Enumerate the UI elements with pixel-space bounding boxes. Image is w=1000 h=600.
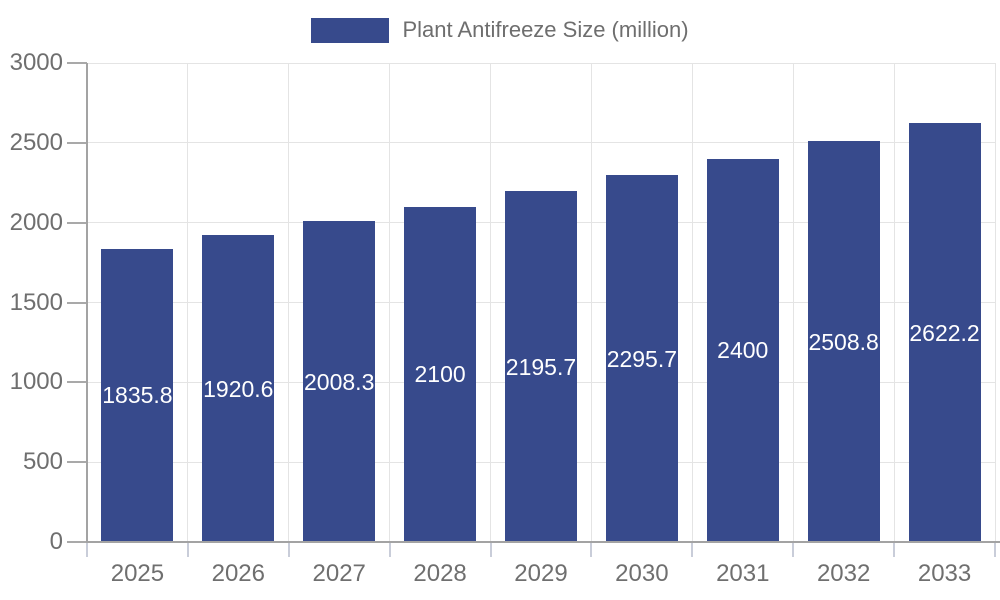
- bar-value-label: 1835.8: [102, 382, 173, 409]
- bar[interactable]: [908, 123, 981, 542]
- legend-swatch: [311, 17, 390, 43]
- gridline-vertical: [490, 63, 492, 542]
- legend[interactable]: Plant Antifreeze Size (million): [0, 16, 1000, 44]
- y-axis-tick-label: 500: [22, 448, 63, 476]
- y-axis-tick: [67, 221, 87, 224]
- bar[interactable]: [303, 221, 376, 542]
- bar-value-label: 1920.6: [203, 375, 274, 402]
- x-axis-tick: [186, 542, 189, 557]
- bar-value-label: 2008.3: [304, 368, 375, 395]
- y-axis-tick: [67, 461, 87, 464]
- gridline-horizontal: [87, 62, 995, 64]
- gridline-vertical: [792, 63, 794, 542]
- y-axis-tick: [67, 381, 87, 384]
- gridline-vertical: [187, 63, 189, 542]
- x-axis-tick: [489, 542, 492, 557]
- bar-value-label: 2622.2: [909, 319, 980, 346]
- y-axis-tick-label: 1500: [9, 288, 63, 316]
- y-axis-tick-label: 2500: [9, 128, 63, 156]
- x-axis-tick: [893, 542, 896, 557]
- y-axis-tick: [67, 541, 87, 543]
- x-axis-line: [86, 541, 1000, 543]
- gridline-vertical: [691, 63, 693, 542]
- gridline-vertical: [590, 63, 592, 542]
- bar[interactable]: [605, 175, 678, 542]
- bar[interactable]: [202, 235, 275, 542]
- bar[interactable]: [505, 191, 577, 542]
- x-axis-tick-label: 2029: [514, 560, 568, 587]
- x-axis-tick-label: 2031: [716, 560, 770, 587]
- bar-value-label: 2295.7: [606, 345, 678, 372]
- gridline-vertical: [389, 63, 391, 542]
- x-axis-tick: [287, 542, 290, 557]
- y-axis-tick: [67, 141, 87, 144]
- x-axis-tick-label: 2032: [816, 560, 871, 587]
- y-axis-tick: [67, 62, 87, 64]
- bar[interactable]: [101, 248, 174, 542]
- x-axis-tick-label: 2025: [110, 560, 165, 587]
- bar-value-label: 2400: [717, 337, 769, 364]
- y-axis-line: [86, 63, 88, 543]
- x-axis-tick-label: 2028: [413, 560, 467, 587]
- bar-value-label: 2195.7: [505, 353, 577, 380]
- x-axis-tick: [590, 542, 593, 557]
- y-axis-tick-label: 3000: [9, 49, 63, 76]
- y-axis-tick-label: 2000: [9, 208, 63, 236]
- x-axis-tick-label: 2033: [917, 560, 972, 587]
- y-axis-tick: [67, 301, 87, 304]
- x-axis-tick-label: 2027: [312, 560, 366, 587]
- gridline-vertical: [288, 63, 290, 542]
- bar[interactable]: [807, 141, 880, 542]
- legend-label: Plant Antifreeze Size (million): [402, 17, 689, 42]
- bar-value-label: 2100: [414, 361, 466, 388]
- x-axis-tick-label: 2026: [211, 560, 265, 587]
- bar-value-label: 2508.8: [808, 328, 879, 355]
- x-axis-tick: [792, 542, 795, 557]
- bar[interactable]: [404, 206, 477, 542]
- gridline-vertical: [994, 63, 996, 542]
- x-axis-tick-label: 2030: [615, 560, 669, 587]
- y-axis-tick-label: 0: [49, 528, 63, 555]
- gridline-vertical: [893, 63, 895, 542]
- gridline-horizontal: [87, 142, 995, 144]
- x-axis-tick: [388, 542, 391, 557]
- x-axis-tick: [994, 542, 996, 557]
- x-axis-tick: [86, 542, 88, 557]
- x-axis-tick: [691, 542, 694, 557]
- y-axis-tick-label: 1000: [9, 368, 63, 396]
- bar[interactable]: [706, 158, 779, 542]
